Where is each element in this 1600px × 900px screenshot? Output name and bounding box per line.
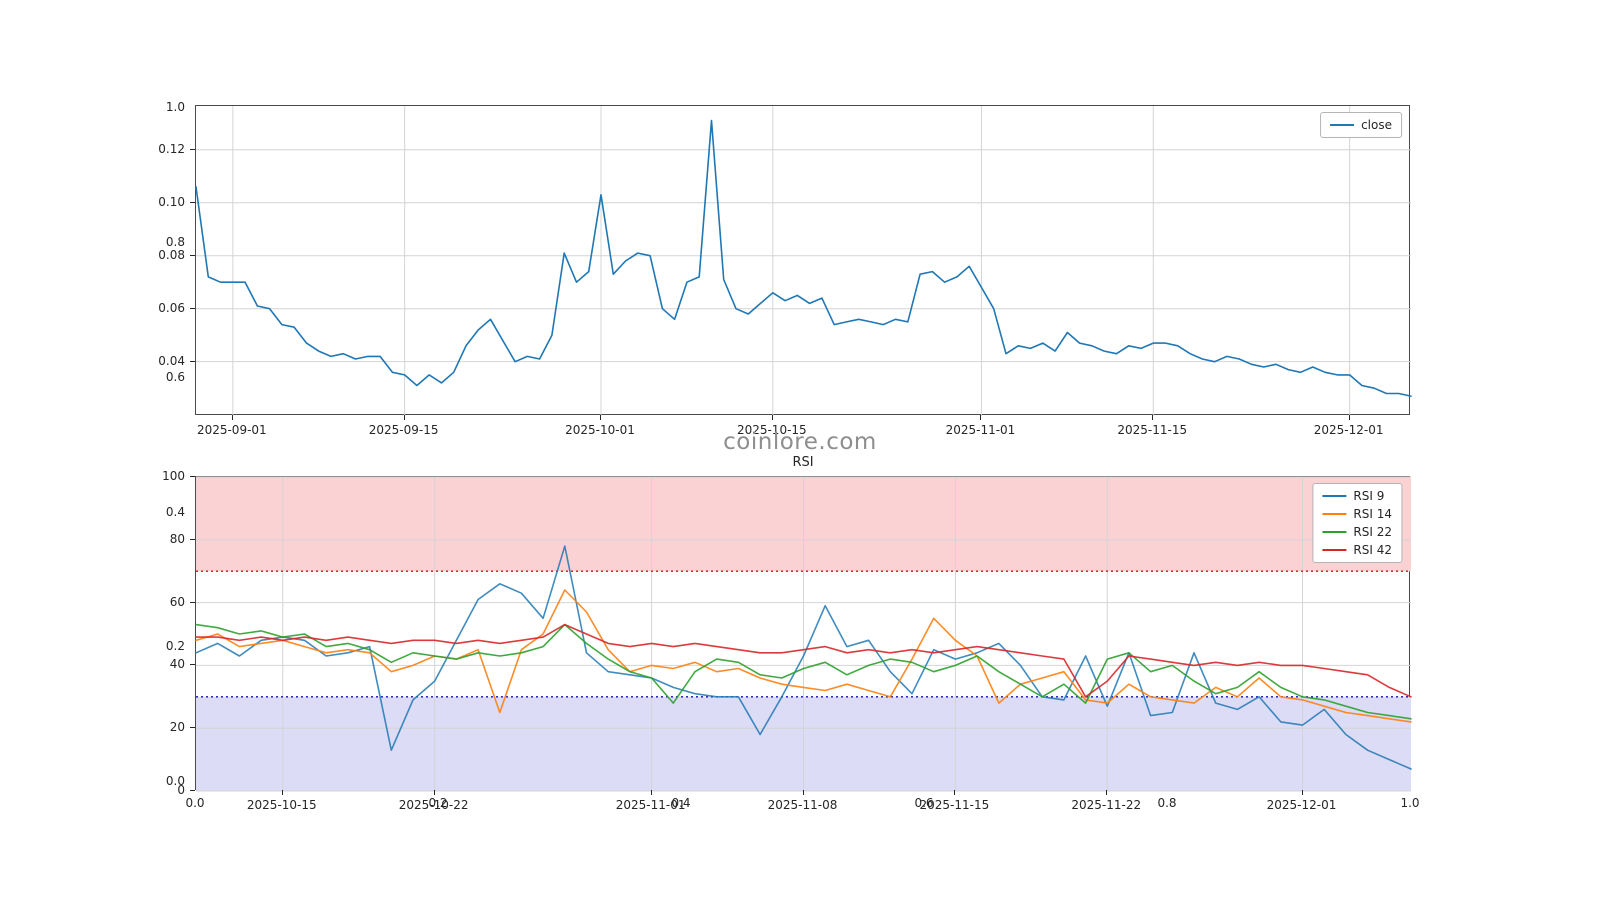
legend-label: close: [1361, 118, 1392, 132]
x-tick-label: 2025-12-01: [1266, 798, 1337, 812]
figure-y-tick-label: 0.4: [165, 505, 185, 519]
legend-label: RSI 42: [1353, 543, 1392, 557]
rsi-chart-title: RSI: [792, 455, 814, 470]
figure-x-tick-label: 0.4: [671, 796, 691, 810]
x-tick-mark: [802, 790, 804, 795]
y-tick-label: 0.08: [158, 247, 185, 262]
x-tick-label: 2025-11-01: [615, 798, 686, 812]
rsi-legend: RSI 9 RSI 14 RSI 22 RSI 42: [1312, 483, 1402, 563]
y-tick-label: 40: [169, 657, 185, 672]
x-tick-label: 2025-10-01: [565, 423, 635, 437]
x-tick-mark: [1106, 790, 1108, 795]
legend-line-sample: [1322, 531, 1347, 533]
rsi-chart-canvas: [195, 476, 1412, 792]
legend-item: RSI 14: [1322, 507, 1392, 521]
y-tick-label: 60: [169, 594, 185, 609]
y-tick-mark: [190, 360, 195, 362]
figure-y-tick-label: 0.6: [165, 370, 185, 384]
series-line-rsi-22: [195, 623, 1412, 720]
y-tick-mark: [190, 476, 195, 477]
x-tick-label: 2025-12-01: [1313, 423, 1384, 437]
x-tick-label: 2025-11-08: [767, 798, 838, 812]
price-chart-canvas: [195, 106, 1412, 416]
legend-line-sample: [1330, 124, 1355, 126]
legend-item: RSI 42: [1322, 543, 1392, 557]
price-plot-area: [195, 105, 1412, 416]
legend-item: close: [1330, 118, 1392, 132]
y-tick-label: 0.10: [158, 194, 185, 209]
figure-x-tick-label: 1.0: [1400, 796, 1420, 810]
y-tick-label: 0.12: [158, 141, 185, 156]
x-tick-mark: [600, 415, 601, 420]
x-tick-mark: [1348, 415, 1350, 420]
legend-label: RSI 14: [1353, 507, 1392, 521]
x-tick-mark: [650, 790, 652, 795]
y-tick-mark: [190, 601, 195, 603]
legend-line-sample: [1322, 549, 1347, 551]
legend-item: RSI 22: [1322, 525, 1392, 539]
y-tick-mark: [190, 307, 195, 309]
series-line-rsi-42: [195, 623, 1412, 698]
y-tick-label: 80: [169, 531, 185, 546]
price-legend: close: [1320, 112, 1402, 138]
figure-x-tick-label: 0.6: [914, 796, 934, 810]
y-tick-label: 20: [169, 720, 185, 735]
legend-label: RSI 22: [1353, 525, 1392, 539]
x-tick-mark: [954, 790, 956, 795]
y-tick-mark: [190, 727, 195, 729]
y-tick-label: 0: [177, 783, 185, 797]
legend-label: RSI 9: [1353, 489, 1385, 503]
x-tick-label: 2025-10-22: [398, 798, 469, 812]
x-tick-label: 2025-11-15: [919, 798, 990, 812]
figure-y-tick-label: 1.0: [165, 100, 185, 114]
x-tick-label: 2025-09-01: [196, 423, 267, 437]
watermark-text: coinlore.com: [723, 429, 877, 455]
x-tick-mark: [403, 415, 405, 420]
legend-line-sample: [1322, 495, 1347, 497]
figure-x-tick-label: 0.0: [185, 796, 205, 810]
y-tick-mark: [190, 148, 195, 150]
legend-item: RSI 9: [1322, 489, 1392, 503]
x-tick-label: 2025-09-15: [368, 423, 439, 437]
y-tick-mark: [190, 538, 195, 540]
x-tick-mark: [281, 790, 283, 795]
y-tick-label: 0.06: [158, 300, 185, 315]
series-line-rsi-9: [195, 545, 1412, 770]
y-tick-mark: [190, 254, 195, 256]
x-tick-label: 2025-11-15: [1117, 423, 1188, 437]
x-tick-mark: [1301, 790, 1303, 795]
figure-x-tick-label: 0.8: [1157, 796, 1177, 810]
series-line-rsi-14: [195, 589, 1412, 723]
x-tick-mark: [771, 415, 773, 420]
series-line-close: [195, 119, 1412, 397]
figure-y-tick-label: 0.2: [165, 639, 185, 653]
y-tick-mark: [190, 790, 195, 791]
x-tick-mark: [1152, 415, 1154, 420]
y-tick-label: 100: [162, 469, 185, 483]
x-tick-mark: [231, 415, 233, 420]
x-tick-label: 2025-11-22: [1071, 798, 1142, 812]
legend-line-sample: [1322, 513, 1347, 515]
figure-y-tick-label: 0.0: [165, 774, 185, 788]
figure-x-tick-label: 0.2: [428, 796, 448, 810]
x-tick-label: 2025-11-01: [945, 423, 1016, 437]
y-tick-label: 0.04: [158, 353, 185, 368]
y-tick-mark: [190, 664, 195, 666]
x-tick-label: 2025-10-15: [246, 798, 317, 812]
x-tick-mark: [980, 415, 982, 420]
figure-y-tick-label: 0.8: [165, 235, 185, 249]
x-tick-mark: [433, 790, 435, 795]
rsi-plot-area: [195, 476, 1412, 792]
y-tick-mark: [190, 201, 195, 203]
